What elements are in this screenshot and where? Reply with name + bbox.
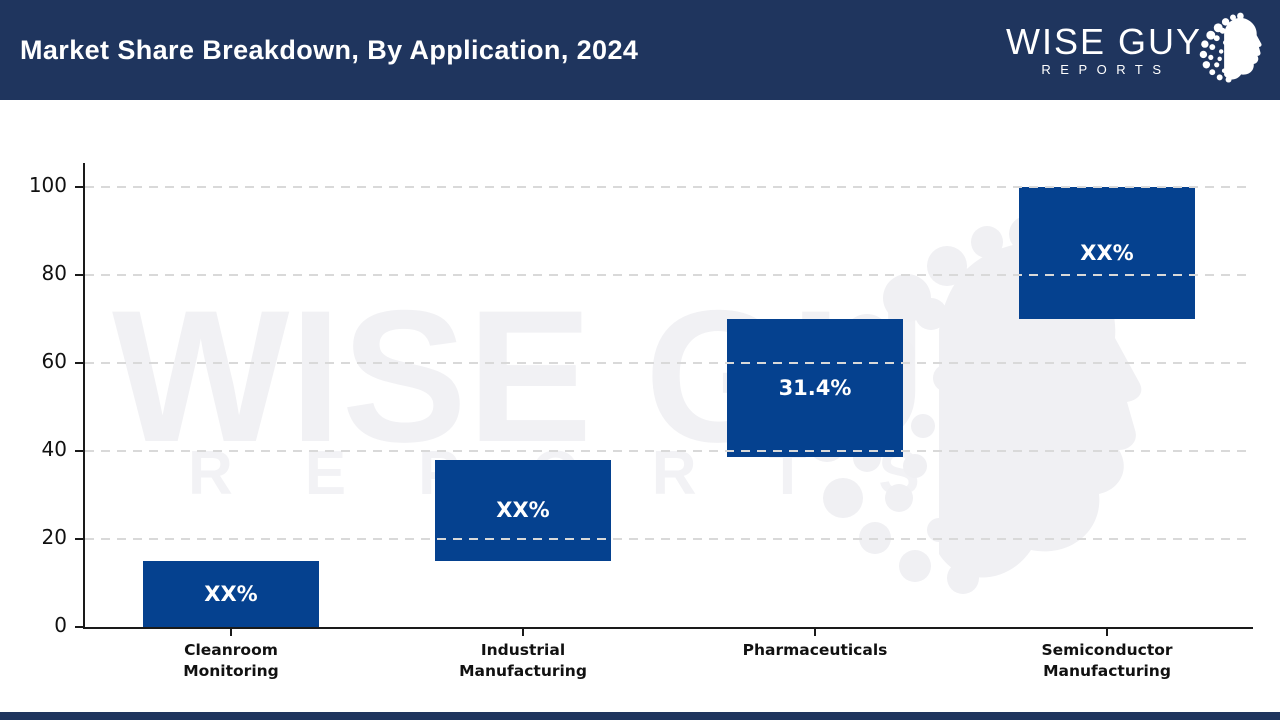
- axis-spine-bottom: [83, 627, 1253, 629]
- wiseguy-head-icon: [1196, 9, 1270, 91]
- footer-bar: [0, 712, 1280, 720]
- y-tick-20: [75, 538, 83, 540]
- bar-value-label: XX%: [1080, 241, 1134, 265]
- axis-spine-left: [83, 163, 85, 629]
- gridline-40: [85, 450, 1253, 452]
- x-tick-3: [1106, 629, 1108, 636]
- x-category-label-line: Monitoring: [183, 662, 279, 680]
- bar-industrial-manufacturing: XX%: [435, 459, 611, 561]
- y-tick-100: [75, 186, 83, 188]
- x-category-label: Pharmaceuticals: [675, 640, 955, 661]
- gridline-20: [85, 538, 1253, 540]
- x-category-label: Industrial Manufacturing: [383, 640, 663, 682]
- x-category-label-line: Pharmaceuticals: [742, 641, 888, 659]
- y-tick-label-60: 60: [41, 349, 67, 373]
- y-tick-0: [75, 626, 83, 628]
- page-title: Market Share Breakdown, By Application, …: [20, 34, 639, 65]
- bar-value-label: XX%: [204, 582, 258, 606]
- brand-subtitle: REPORTS: [1041, 61, 1171, 77]
- brand-logo: WISE GUY REPORTS: [1006, 9, 1270, 91]
- x-tick-2: [814, 629, 816, 636]
- y-tick-40: [75, 450, 83, 452]
- x-category-label-line: Semiconductor: [1041, 641, 1173, 659]
- x-tick-0: [230, 629, 232, 636]
- gridline-100: [85, 186, 1253, 188]
- x-tick-1: [522, 629, 524, 636]
- x-category-label-line: Industrial: [480, 641, 566, 659]
- x-category-label-line: Cleanroom: [184, 641, 278, 659]
- header-bar: Market Share Breakdown, By Application, …: [0, 0, 1280, 100]
- y-tick-label-40: 40: [41, 437, 67, 461]
- gridline-80: [85, 274, 1253, 276]
- gridline-60: [85, 362, 1253, 364]
- y-tick-80: [75, 274, 83, 276]
- bar-value-label: 31.4%: [778, 376, 852, 401]
- y-tick-label-20: 20: [41, 525, 67, 549]
- y-tick-60: [75, 362, 83, 364]
- bar-semiconductor-manufacturing: XX%: [1019, 187, 1195, 319]
- x-category-label: Semiconductor Manufacturing: [967, 640, 1247, 682]
- x-category-label-line: Manufacturing: [459, 662, 587, 680]
- y-tick-label-100: 100: [28, 173, 67, 197]
- brand-name: WISE GUY: [1005, 20, 1202, 62]
- y-tick-label-0: 0: [54, 613, 67, 637]
- x-category-label: Cleanroom Monitoring: [91, 640, 371, 682]
- bar-value-label: XX%: [496, 498, 550, 523]
- x-category-label-line: Manufacturing: [1043, 662, 1171, 680]
- y-tick-label-80: 80: [41, 261, 67, 285]
- brand-logo-text: WISE GUY REPORTS: [1005, 20, 1202, 77]
- bar-pharmaceuticals: 31.4%: [727, 319, 903, 458]
- bar-cleanroom-monitoring: XX%: [143, 561, 319, 627]
